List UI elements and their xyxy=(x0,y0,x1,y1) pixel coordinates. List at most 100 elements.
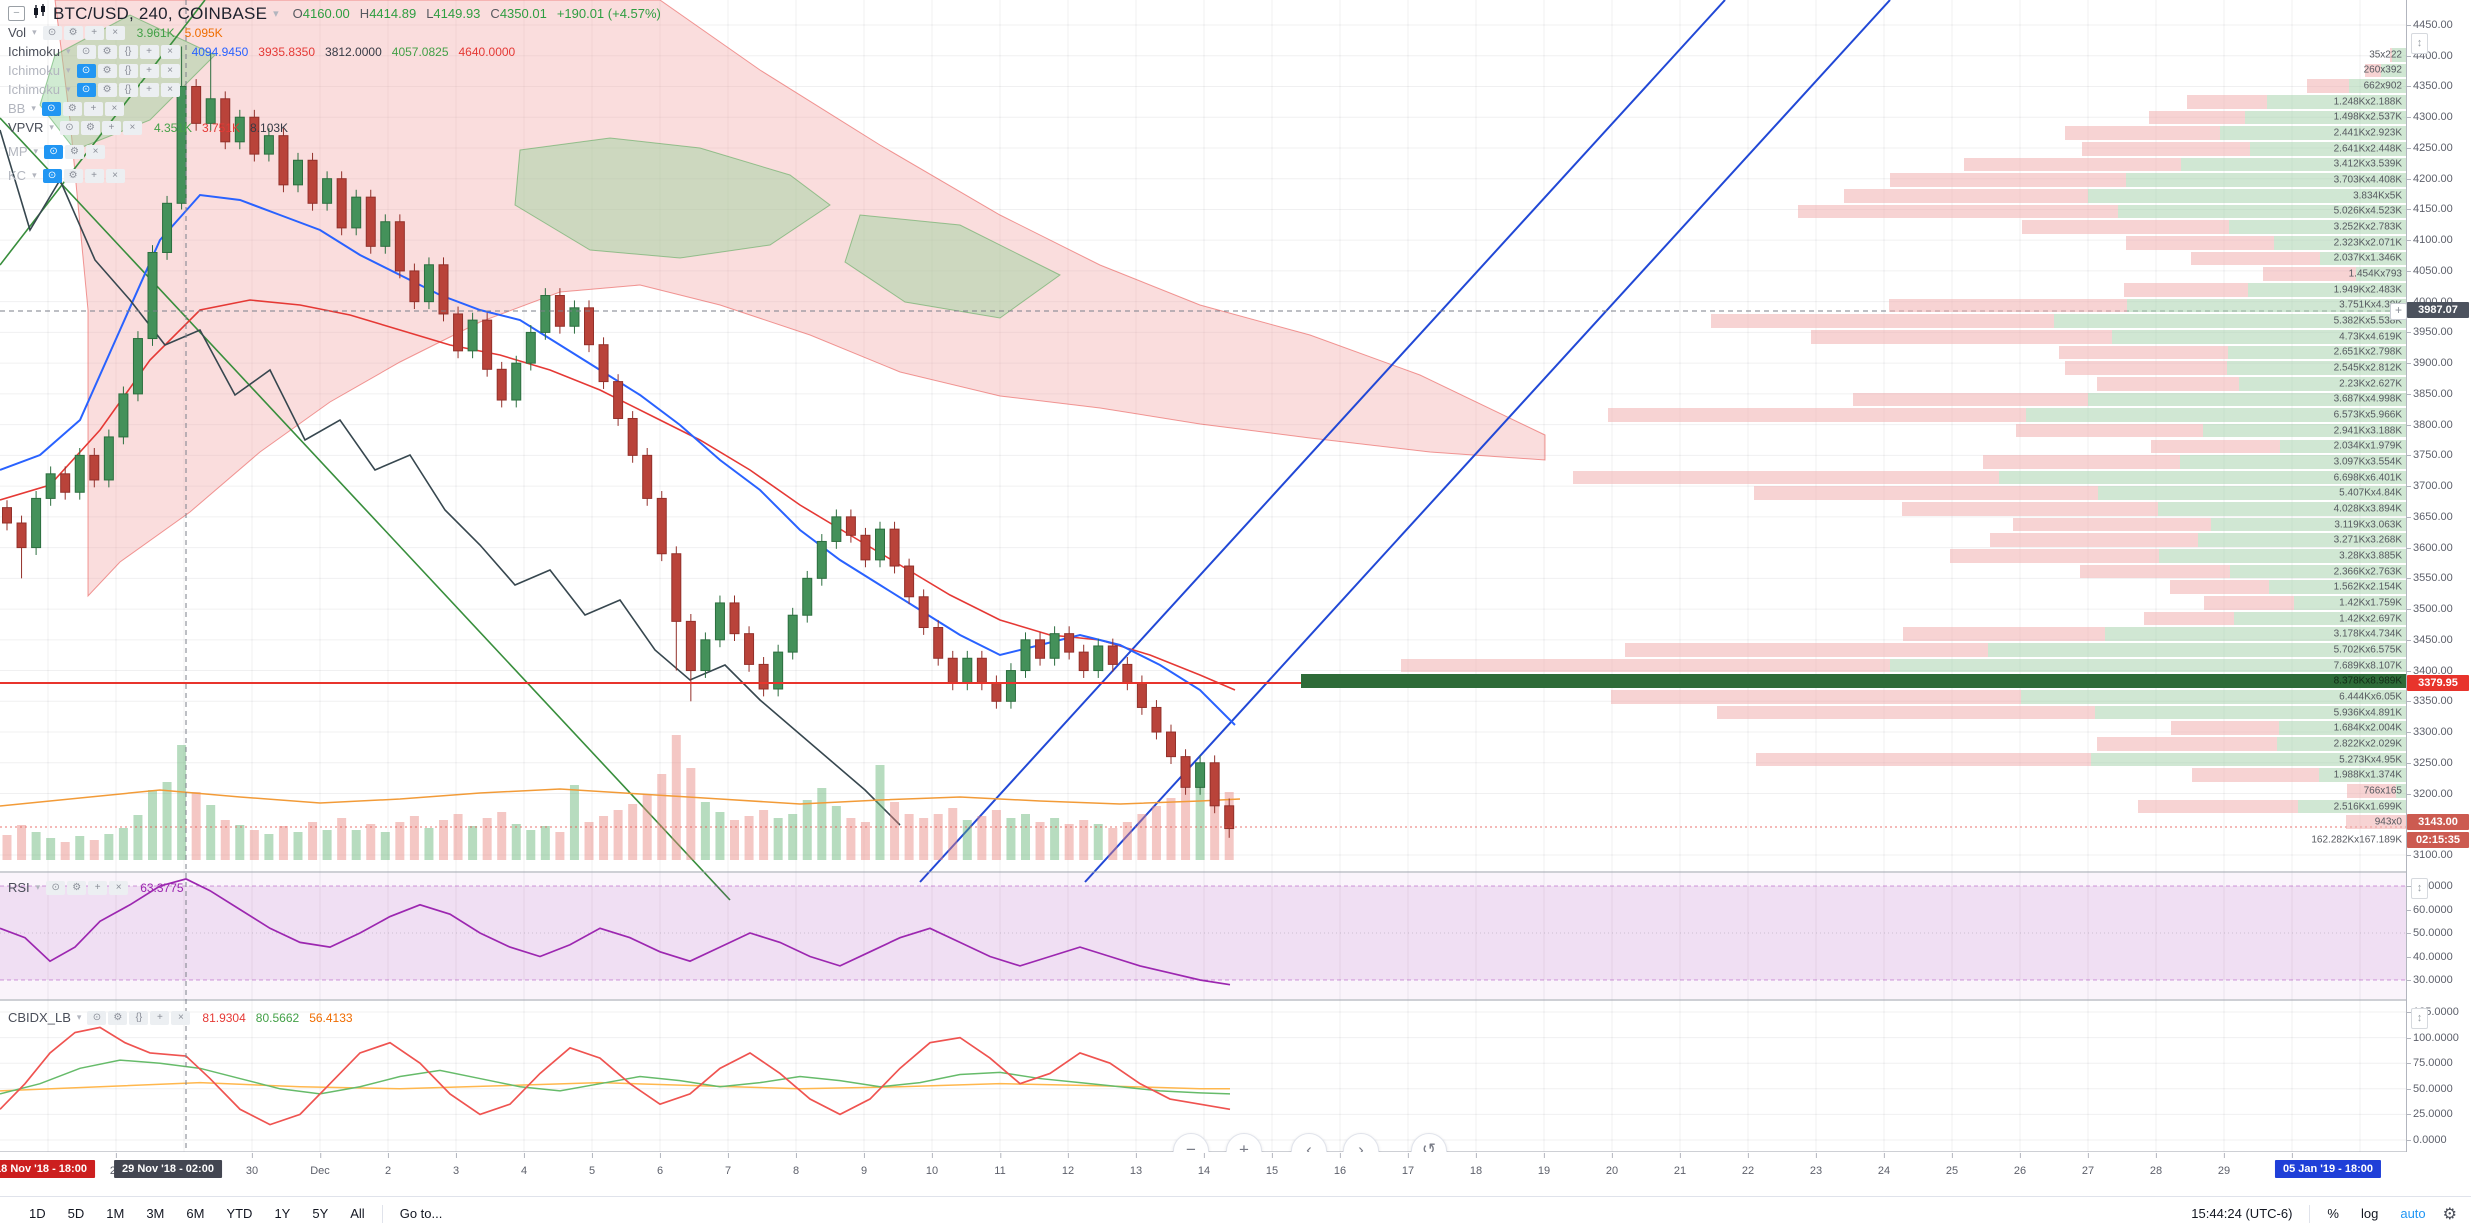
vpvr-row-label: 5.382Kx5.538K xyxy=(2333,315,2402,327)
close-icon[interactable]: × xyxy=(109,880,129,895)
gear-icon[interactable]: ⚙ xyxy=(97,44,117,59)
braces-icon[interactable]: {} xyxy=(118,44,138,59)
close-icon[interactable]: × xyxy=(104,101,124,116)
close-icon[interactable]: × xyxy=(160,44,180,59)
close-icon[interactable]: × xyxy=(160,63,180,78)
indicator-name[interactable]: KC xyxy=(8,168,27,183)
symbol-dropdown-icon[interactable]: ▾ xyxy=(273,8,279,20)
chevron-down-icon[interactable]: ▾ xyxy=(66,65,71,75)
indicator-name[interactable]: Ichimoku xyxy=(8,82,61,97)
eye-icon[interactable]: ⊙ xyxy=(44,144,64,159)
symbol-title[interactable]: BTC/USD, 240, COINBASE xyxy=(53,3,268,23)
plus-icon[interactable]: + xyxy=(84,25,104,40)
vpvr-row: 3.412Kx3.539K xyxy=(1206,157,2406,173)
range-button-1m[interactable]: 1M xyxy=(106,1206,125,1221)
percent-scale-button[interactable]: % xyxy=(2327,1206,2339,1221)
price-tick: 3200.00 xyxy=(2407,787,2453,800)
range-button-5y[interactable]: 5Y xyxy=(312,1206,329,1221)
gear-icon[interactable]: ⚙ xyxy=(65,144,85,159)
clock-label[interactable]: 15:44:24 (UTC-6) xyxy=(2191,1206,2293,1221)
indicator-name[interactable]: Ichimoku xyxy=(8,44,61,59)
indicator-name[interactable]: Ichimoku xyxy=(8,63,61,78)
eye-icon[interactable]: ⊙ xyxy=(76,44,96,59)
close-icon[interactable]: × xyxy=(105,168,125,183)
eye-icon[interactable]: ⊙ xyxy=(87,1010,107,1025)
gear-icon[interactable]: ⚙ xyxy=(62,101,82,116)
close-icon[interactable]: × xyxy=(171,1010,191,1025)
price-tick: 3250.00 xyxy=(2407,756,2453,769)
add-alert-plus-icon[interactable]: + xyxy=(2390,303,2407,320)
vpvr-row: 260x392 xyxy=(1206,63,2406,79)
gear-icon[interactable]: ⚙ xyxy=(67,880,87,895)
plus-icon[interactable]: + xyxy=(88,880,108,895)
plus-icon[interactable]: + xyxy=(139,44,159,59)
eye-icon[interactable]: ⊙ xyxy=(76,82,96,97)
close-icon[interactable]: × xyxy=(160,82,180,97)
indicator-name[interactable]: Vol xyxy=(8,25,27,40)
auto-scale-button[interactable]: auto xyxy=(2400,1206,2426,1221)
range-button-6m[interactable]: 6M xyxy=(186,1206,205,1221)
braces-icon[interactable]: {} xyxy=(118,82,138,97)
rsi-pane-resize-icon[interactable]: ↕ xyxy=(2411,878,2428,899)
vpvr-buy-bar xyxy=(2274,235,2406,250)
gear-icon[interactable]: ⚙ xyxy=(2442,1205,2457,1223)
range-button-all[interactable]: All xyxy=(350,1206,365,1221)
plus-icon[interactable]: + xyxy=(83,101,103,116)
eye-icon[interactable]: ⊙ xyxy=(59,120,79,135)
time-tick: 5 xyxy=(588,1153,596,1177)
cbidx-pane-resize-icon[interactable]: ↕ xyxy=(2411,1008,2428,1029)
range-button-5d[interactable]: 5D xyxy=(67,1206,85,1221)
vpvr-buy-bar xyxy=(2098,486,2406,501)
indicator-name[interactable]: MP xyxy=(8,144,28,159)
range-button-1d[interactable]: 1D xyxy=(29,1206,46,1221)
eye-icon[interactable]: ⊙ xyxy=(42,25,62,40)
chevron-down-icon[interactable]: ▾ xyxy=(32,27,37,37)
gear-icon[interactable]: ⚙ xyxy=(108,1010,128,1025)
plus-icon[interactable]: + xyxy=(139,82,159,97)
close-icon[interactable]: × xyxy=(86,144,106,159)
plus-icon[interactable]: + xyxy=(139,63,159,78)
time-axis[interactable]: 2830Dec234567891011121314151617181920212… xyxy=(0,1153,2406,1195)
eye-icon[interactable]: ⊙ xyxy=(42,168,62,183)
chevron-down-icon[interactable]: ▾ xyxy=(66,84,71,94)
range-button-ytd[interactable]: YTD xyxy=(226,1206,253,1221)
eye-icon[interactable]: ⊙ xyxy=(46,880,66,895)
close-icon[interactable]: × xyxy=(105,25,125,40)
price-axis[interactable]: 4450.00 4400.00 4350.00 4300.00 4250.00 4200.… xyxy=(2407,0,2471,1152)
range-button-3m[interactable]: 3M xyxy=(146,1206,165,1221)
log-scale-button[interactable]: log xyxy=(2360,1206,2379,1221)
indicator-value: 4057.0825 xyxy=(391,44,449,59)
chevron-down-icon[interactable]: ▾ xyxy=(35,882,41,892)
chevron-down-icon[interactable]: ▾ xyxy=(32,170,37,180)
plus-icon[interactable]: + xyxy=(150,1010,170,1025)
gear-icon[interactable]: ⚙ xyxy=(97,82,117,97)
eye-icon[interactable]: ⊙ xyxy=(76,63,96,78)
gear-icon[interactable]: ⚙ xyxy=(63,25,83,40)
symbol-header-row[interactable]: − BTC/USD, 240, COINBASE ▾ O4160.00 H4414… xyxy=(8,3,661,23)
gear-icon[interactable]: ⚙ xyxy=(97,63,117,78)
chevron-down-icon[interactable]: ▾ xyxy=(31,103,36,113)
goto-button[interactable]: Go to... xyxy=(399,1206,443,1221)
collapse-icon[interactable]: − xyxy=(8,6,25,21)
pane-resize-icon[interactable]: ↕ xyxy=(2411,33,2428,54)
braces-icon[interactable]: {} xyxy=(129,1010,149,1025)
chevron-down-icon[interactable]: ▾ xyxy=(66,46,71,56)
plus-icon[interactable]: + xyxy=(101,120,121,135)
eye-icon[interactable]: ⊙ xyxy=(41,101,61,116)
range-button-1y[interactable]: 1Y xyxy=(274,1206,291,1221)
indicator-name[interactable]: BB xyxy=(8,101,26,116)
vpvr-row-label: 2.366Kx2.763K xyxy=(2333,566,2402,578)
indicator-name[interactable]: RSI xyxy=(8,880,30,895)
braces-icon[interactable]: {} xyxy=(118,63,138,78)
chevron-down-icon[interactable]: ▾ xyxy=(49,122,54,132)
close-icon[interactable]: × xyxy=(122,120,142,135)
indicator-name[interactable]: VPVR xyxy=(8,120,44,135)
gear-icon[interactable]: ⚙ xyxy=(80,120,100,135)
plus-icon[interactable]: + xyxy=(84,168,104,183)
chart-canvas[interactable] xyxy=(0,0,2406,1152)
indicator-name[interactable]: CBIDX_LB xyxy=(8,1010,71,1025)
chart-area[interactable]: − BTC/USD, 240, COINBASE ▾ O4160.00 H4414… xyxy=(0,0,2407,1152)
chevron-down-icon[interactable]: ▾ xyxy=(76,1012,82,1022)
gear-icon[interactable]: ⚙ xyxy=(63,168,83,183)
chevron-down-icon[interactable]: ▾ xyxy=(33,146,39,156)
